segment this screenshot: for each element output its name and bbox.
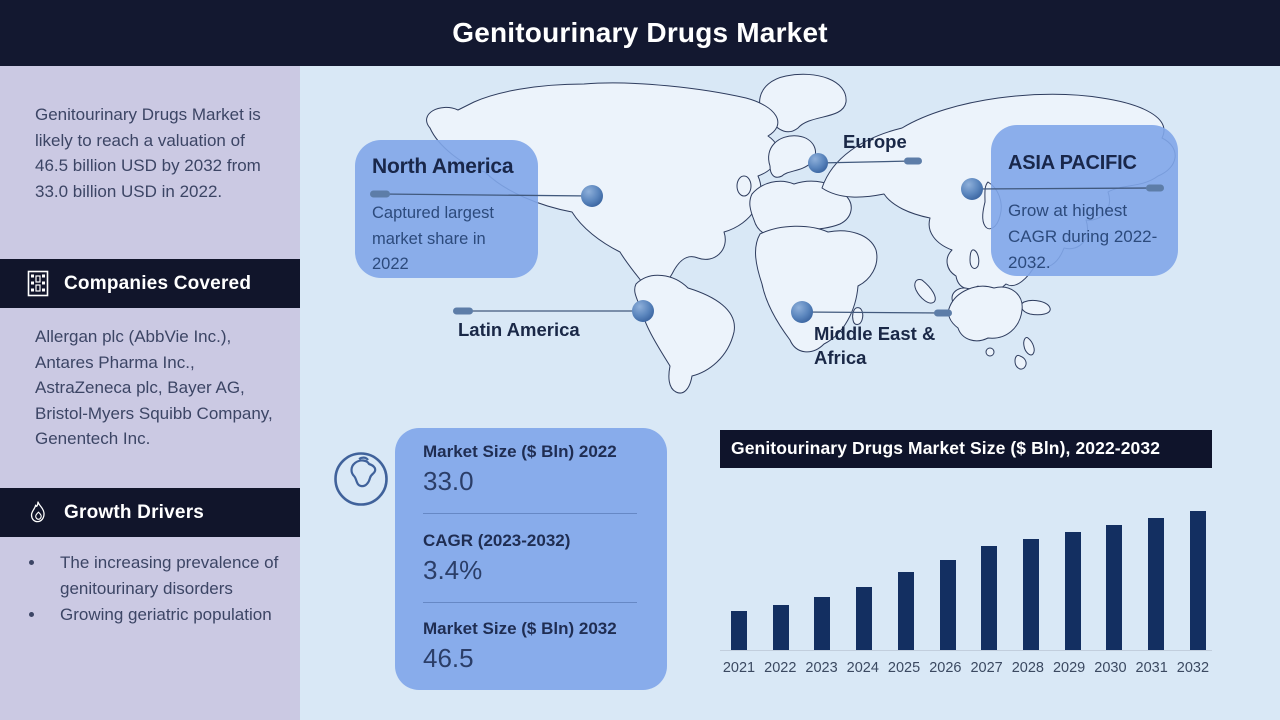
growth-drivers-label: Growth Drivers (64, 501, 205, 523)
bar-2023 (814, 597, 831, 650)
flame-icon (27, 500, 49, 526)
region-title: ASIA PACIFIC (1008, 152, 1137, 174)
divider (423, 601, 637, 603)
stat-row-2032: Market Size ($ Bln) 2032 46.5 (395, 619, 667, 674)
australia-shape (947, 285, 1023, 342)
x-tick-label: 2021 (722, 660, 756, 676)
stat-label: Market Size ($ Bln) 2032 (423, 619, 617, 638)
stat-label: CAGR (2023-2032) (423, 530, 571, 550)
x-tick-label: 2031 (1135, 660, 1168, 676)
callout-north-america: North America Captured largest market sh… (355, 140, 538, 278)
stat-row-cagr: CAGR (2023-2032) 3.4% (395, 531, 667, 586)
label-europe: Europe (843, 131, 907, 152)
divider (423, 513, 637, 515)
bar-2026 (939, 560, 956, 650)
new-zealand-south-shape (1014, 354, 1027, 370)
bar-chart-x-axis: 2021 2022 2023 2024 2025 2026 2027 2028 2029 2030… (720, 660, 1212, 676)
title-bar: Genitourinary Drugs Market (0, 0, 1280, 66)
stat-label: Market Size ($ Bln) 2022 (423, 442, 617, 461)
companies-covered-label: Companies Covered (64, 272, 252, 294)
bar-2032 (1189, 511, 1206, 650)
stat-value: 3.4% (423, 554, 483, 585)
stats-panel: Market Size ($ Bln) 2022 33.0 CAGR (2023… (395, 428, 667, 690)
label-middle-east-africa: Middle East & Africa (814, 323, 936, 368)
x-tick-label: 2026 (929, 660, 962, 676)
bar-2030 (1106, 525, 1123, 650)
region-note: Captured largest market share in 2022 (372, 204, 494, 273)
bar-2024 (856, 587, 873, 650)
growth-drivers-header: Growth Drivers (0, 488, 300, 537)
new-guinea-shape (1020, 299, 1051, 316)
new-zealand-shape (1023, 337, 1035, 356)
uk-shape (736, 175, 752, 197)
bar-2027 (981, 546, 998, 650)
globe-icon (334, 452, 388, 506)
region-note: Grow at highest CAGR during 2022-2032. (1008, 201, 1158, 272)
growth-driver-item: Growing geriatric population (46, 602, 281, 628)
stat-value: 46.5 (423, 643, 474, 673)
scandinavia-shape (768, 135, 816, 178)
stat-row-2022: Market Size ($ Bln) 2022 33.0 (395, 442, 667, 497)
x-tick-label: 2029 (1052, 660, 1086, 676)
chart-title: Genitourinary Drugs Market Size ($ Bln),… (720, 430, 1212, 468)
region-title: North America (372, 155, 514, 178)
bar-2025 (897, 572, 914, 650)
greenland-shape (759, 73, 847, 133)
bar-2028 (1023, 539, 1040, 650)
callout-asia-pacific: ASIA PACIFIC Grow at highest CAGR during… (991, 125, 1178, 276)
sumatra-shape (914, 279, 936, 304)
x-tick-label: 2030 (1094, 660, 1127, 676)
x-tick-label: 2023 (805, 660, 838, 676)
x-tick-label: 2027 (970, 660, 1003, 676)
sidebar: Genitourinary Drugs Market is likely to … (0, 66, 300, 720)
companies-covered-header: Companies Covered (0, 259, 300, 308)
bar-2021 (731, 611, 747, 650)
label-latin-america: Latin America (458, 319, 580, 340)
africa-shape (755, 225, 878, 353)
growth-drivers-list: The increasing prevalence of genitourina… (28, 550, 281, 629)
companies-list-text: Allergan plc (AbbVie Inc.), Antares Phar… (35, 327, 273, 448)
x-tick-label: 2032 (1176, 660, 1210, 676)
bar-2029 (1064, 532, 1081, 650)
tasmania-shape (985, 347, 995, 357)
x-tick-label: 2025 (887, 660, 921, 676)
x-tick-label: 2028 (1011, 660, 1044, 676)
x-tick-label: 2022 (764, 660, 797, 676)
philippines-shape (969, 249, 980, 269)
stat-value: 33.0 (423, 466, 474, 496)
bar-chart (720, 503, 1212, 651)
companies-icon (27, 270, 49, 297)
south-america-shape (634, 274, 735, 394)
bar-2031 (1148, 518, 1165, 650)
growth-driver-item: The increasing prevalence of genitourina… (46, 550, 281, 601)
market-summary-text: Genitourinary Drugs Market is likely to … (35, 105, 261, 201)
page-title: Genitourinary Drugs Market (452, 17, 828, 48)
europe-shape (749, 180, 852, 237)
bar-2022 (772, 605, 789, 650)
x-tick-label: 2024 (846, 660, 879, 676)
